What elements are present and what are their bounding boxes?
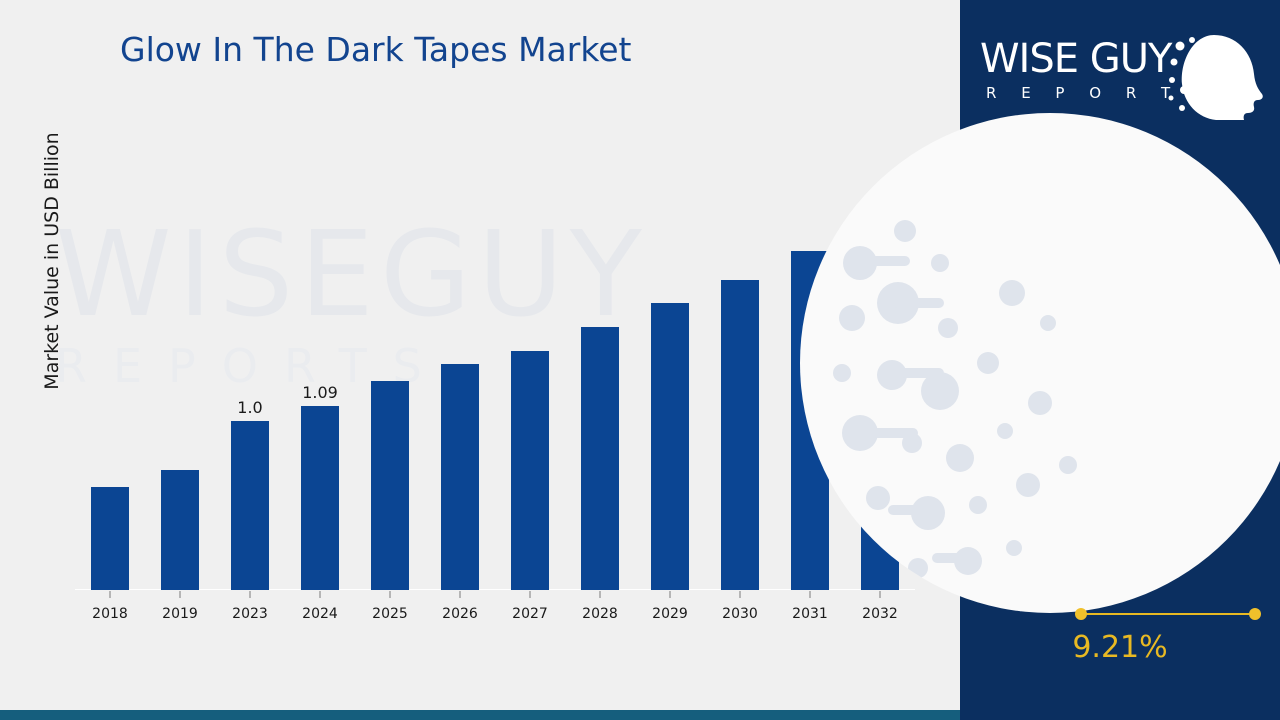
x-axis-tick [879,591,881,598]
bar[interactable] [511,351,549,590]
x-axis-tick [179,591,181,598]
y-axis-label: Market Value in USD Billion [41,132,63,390]
x-axis-tick-label: 2023 [232,606,268,622]
chart-title: Glow In The Dark Tapes Market [120,30,632,69]
x-axis-tick [389,591,391,598]
x-axis-tick-label: 2018 [92,606,128,622]
x-axis-tick [809,591,811,598]
cagr-value: 9.21% [1072,630,1168,665]
x-axis-tick-label: 2028 [582,606,618,622]
x-axis-tick-label: 2024 [302,606,338,622]
hero-circle-decoration [800,113,1280,613]
logo-tagline: R E P O R T S [986,84,1215,102]
x-axis-tick-label: 2029 [652,606,688,622]
x-axis-line [75,589,915,590]
x-axis-tick [319,591,321,598]
logo-wordmark: WISE GUY [980,36,1172,82]
x-axis-tick-label: 2019 [162,606,198,622]
x-axis-tick [459,591,461,598]
bar[interactable] [91,487,129,590]
x-axis-tick [599,591,601,598]
x-axis-tick-label: 2026 [442,606,478,622]
bottom-accent-bar [0,710,960,720]
bar[interactable] [441,364,479,590]
divider-dot-right [1249,608,1261,620]
plot-area: 2018 2019 1.0 2023 1.09 2024 2025 2026 2027 2028 2… [75,180,915,622]
divider-dot-left [1075,608,1087,620]
x-axis-tick [249,591,251,598]
x-axis-tick [529,591,531,598]
cagr-divider [1075,608,1261,620]
x-axis-tick-label: 2030 [722,606,758,622]
x-axis-tick-label: 2031 [792,606,828,622]
x-axis-tick [739,591,741,598]
bar-value-label: 1.09 [302,383,338,402]
x-axis-tick-label: 2032 [862,606,898,622]
bar[interactable] [231,421,269,590]
bar-value-label: 1.0 [237,398,263,417]
x-axis-tick [669,591,671,598]
x-axis-tick-label: 2027 [512,606,548,622]
logo-head-icon [1168,32,1264,124]
brand-logo: WISE GUY R E P O R T S [974,35,1266,122]
divider-line [1081,613,1255,615]
bar[interactable] [161,470,199,590]
bar[interactable] [371,381,409,590]
bar[interactable] [581,327,619,590]
bar[interactable] [721,280,759,590]
x-axis-tick [109,591,111,598]
bar[interactable] [651,303,689,590]
x-axis-tick-label: 2025 [372,606,408,622]
bar[interactable] [301,406,339,590]
